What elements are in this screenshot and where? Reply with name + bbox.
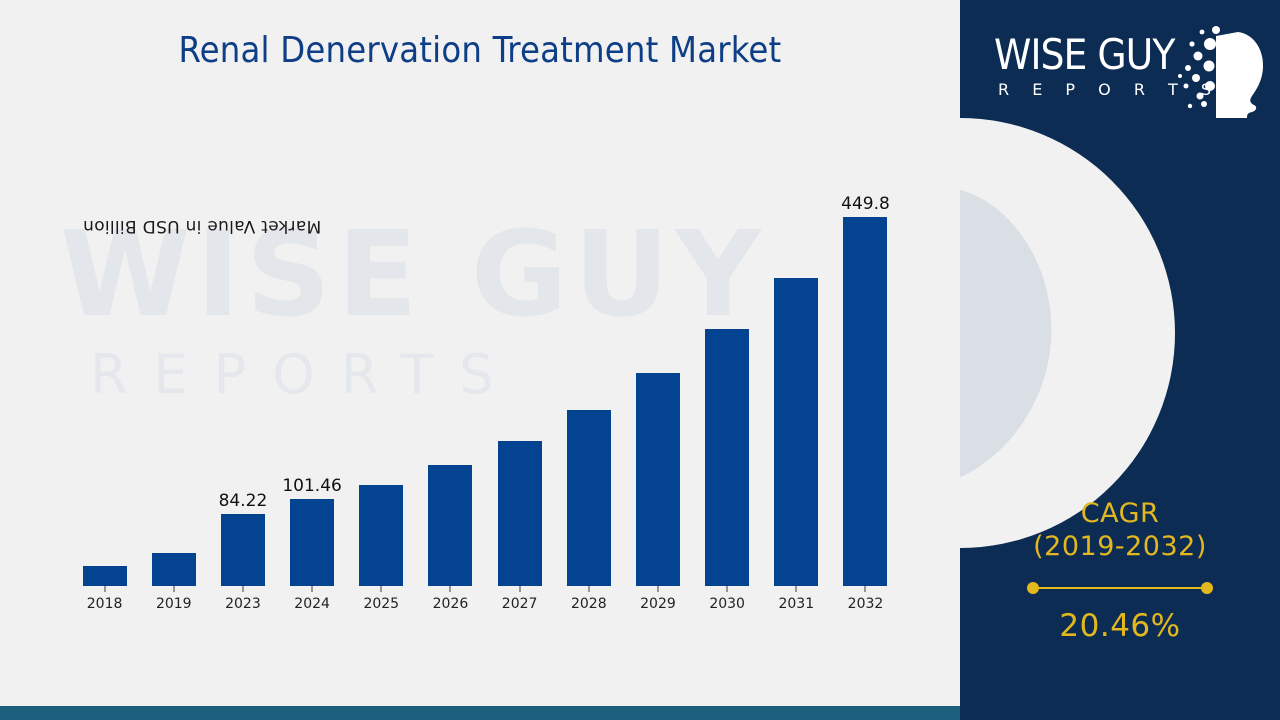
- cagr-divider: [1027, 581, 1213, 594]
- bar-slot-2030: [693, 180, 762, 586]
- x-tick-label-2023: 2023: [225, 596, 261, 612]
- bar-slot-2024: 101.46: [278, 180, 347, 586]
- bar-slot-2023: 84.22: [208, 180, 277, 586]
- bar-value-label-2032: 449.8: [841, 194, 890, 214]
- molecule-dots-pattern: [960, 189, 1052, 478]
- cagr-value: 20.46%: [1059, 607, 1181, 644]
- bar-2026[interactable]: [428, 465, 473, 586]
- tick-mark-2029: [657, 586, 659, 592]
- tick-slot-2023: 2023: [208, 586, 277, 620]
- bar-2029[interactable]: [635, 373, 680, 586]
- bar-2030[interactable]: [705, 329, 750, 586]
- bar-2024[interactable]: 101.46: [282, 476, 342, 586]
- tick-mark-2019: [173, 586, 175, 592]
- bar-slot-2027: [485, 180, 554, 586]
- cagr-label: CAGR: [1080, 498, 1160, 529]
- tick-mark-2028: [588, 586, 590, 592]
- bar-slot-2025: [347, 180, 416, 586]
- logo-subtext: R E P O R T S: [998, 80, 1221, 99]
- bar-value-label-2023: 84.22: [218, 491, 268, 511]
- x-tick-label-2025: 2025: [363, 596, 400, 612]
- bar-slot-2029: [623, 180, 692, 586]
- tick-mark-2030: [726, 586, 728, 592]
- bar-2027[interactable]: [497, 441, 542, 586]
- tick-slot-2025: 2025: [347, 586, 416, 620]
- divider-dot-right: [1201, 581, 1213, 594]
- bar-2031[interactable]: [774, 278, 819, 586]
- tick-mark-2018: [104, 586, 106, 592]
- x-tick-label-2028: 2028: [570, 596, 607, 612]
- bar-slot-2031: [762, 180, 831, 586]
- logo: WISE GUY R E P O R T S: [980, 26, 1264, 118]
- logo-head-icon: [1178, 26, 1264, 118]
- tick-mark-2027: [519, 586, 521, 592]
- x-axis-ticks: 2018 2019 2023 2024 2025 2026 2027 2028 2029 2030…: [70, 586, 900, 620]
- logo-wordmark: WISE GUY: [994, 30, 1175, 79]
- bar-slot-2019: [139, 180, 208, 586]
- x-axis-line: [70, 586, 900, 587]
- bar-2019[interactable]: [151, 553, 196, 586]
- x-tick-label-2026: 2026: [432, 596, 469, 612]
- x-tick-label-2029: 2029: [640, 596, 676, 612]
- x-tick-label-2027: 2027: [501, 596, 538, 612]
- tick-mark-2023: [242, 586, 244, 592]
- page-title: Renal Denervation Treatment Market: [178, 30, 782, 71]
- divider-line: [1033, 586, 1207, 589]
- x-tick-label-2032: 2032: [847, 596, 884, 612]
- tick-mark-2031: [795, 586, 797, 592]
- bar-2032[interactable]: 449.8: [841, 194, 890, 586]
- bar-2018[interactable]: [82, 566, 127, 586]
- tick-slot-2018: 2018: [70, 586, 139, 620]
- tick-slot-2019: 2019: [139, 586, 208, 620]
- footer-bar: [0, 706, 960, 720]
- tick-slot-2029: 2029: [623, 586, 692, 620]
- tick-slot-2030: 2030: [693, 586, 762, 620]
- tick-slot-2032: 2032: [831, 586, 900, 620]
- brand-panel: WISE GUY R E P O R T S CAGR (2019-2032) …: [960, 0, 1280, 720]
- tick-slot-2028: 2028: [554, 586, 623, 620]
- bar-2025[interactable]: [359, 485, 404, 586]
- bar-value-label-2024: 101.46: [282, 476, 342, 496]
- x-tick-label-2024: 2024: [294, 596, 330, 612]
- bar-slot-2032: 449.8: [831, 180, 900, 586]
- tick-slot-2024: 2024: [278, 586, 347, 620]
- tick-slot-2026: 2026: [416, 586, 485, 620]
- tick-slot-2027: 2027: [485, 586, 554, 620]
- bar-2023[interactable]: 84.22: [219, 491, 267, 586]
- plot-area: 84.22 101.46 449.8: [70, 180, 900, 586]
- bar-2028[interactable]: [566, 410, 611, 586]
- bar-slot-2028: [554, 180, 623, 586]
- cagr-block: CAGR (2019-2032) 20.46%: [960, 498, 1280, 644]
- chart-panel: Renal Denervation Treatment Market WISE …: [0, 0, 960, 720]
- tick-mark-2032: [864, 586, 866, 592]
- bar-series: 84.22 101.46 449.8: [70, 180, 900, 586]
- x-tick-label-2031: 2031: [778, 596, 815, 612]
- tick-slot-2031: 2031: [762, 586, 831, 620]
- x-tick-label-2018: 2018: [86, 596, 123, 612]
- tick-mark-2026: [449, 586, 451, 592]
- cagr-period: (2019-2032): [1033, 530, 1207, 562]
- bar-slot-2018: [70, 180, 139, 586]
- x-tick-label-2030: 2030: [709, 596, 745, 612]
- tick-mark-2024: [311, 586, 313, 592]
- bar-slot-2026: [416, 180, 485, 586]
- y-axis-title: Market Value in USD Billion: [27, 0, 321, 236]
- tick-mark-2025: [380, 586, 382, 592]
- x-tick-label-2019: 2019: [155, 596, 192, 612]
